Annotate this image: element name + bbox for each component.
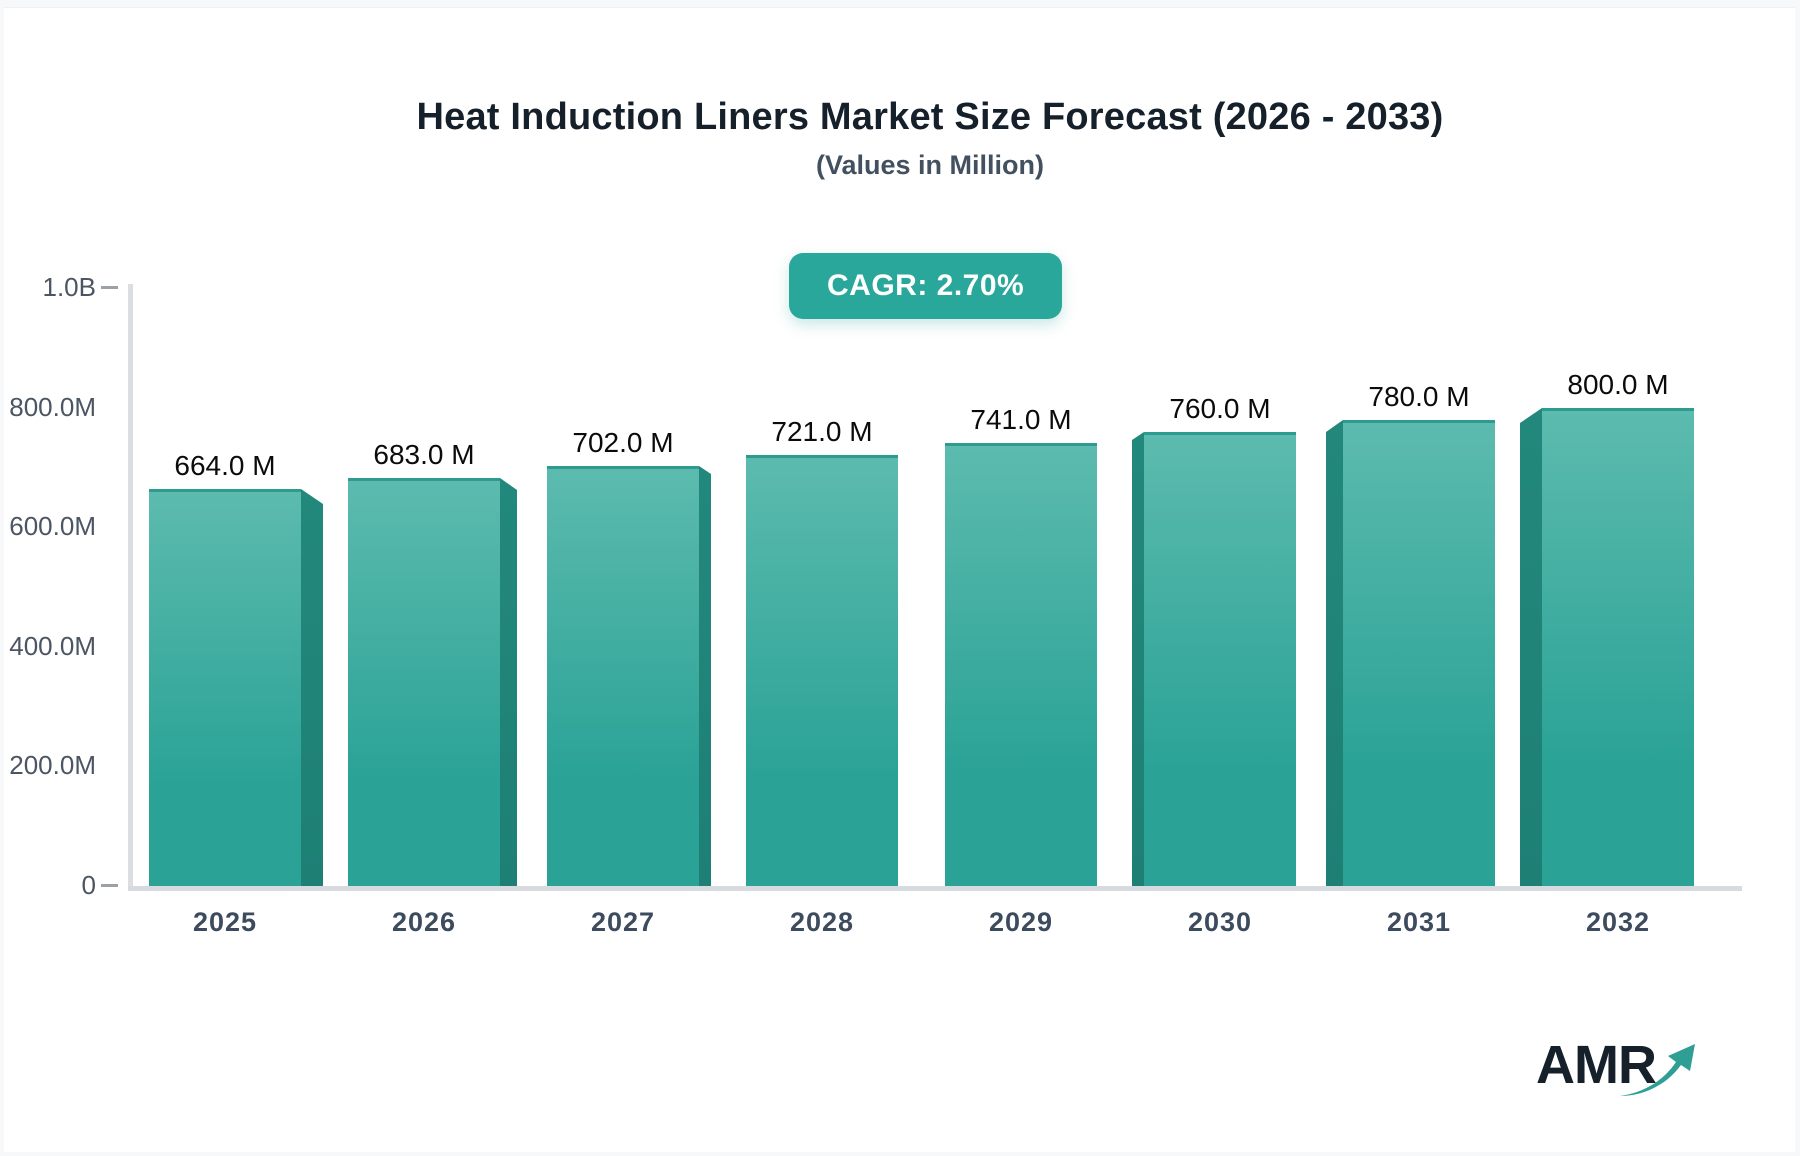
frame-strip-bottom xyxy=(0,1152,1800,1156)
frame-strip-right xyxy=(1795,0,1800,1156)
bar-side-2032 xyxy=(1520,408,1542,886)
bar-2029 xyxy=(945,443,1097,886)
bar-2030 xyxy=(1144,432,1296,886)
y-axis-line xyxy=(128,284,133,891)
y-tick-label: 400.0M xyxy=(9,630,96,661)
bar-value-label: 760.0 M xyxy=(1169,393,1271,424)
trend-arrow-icon xyxy=(1620,1044,1695,1096)
x-tick-label: 2029 xyxy=(988,907,1054,937)
bar-value-label: 721.0 M xyxy=(771,416,873,447)
y-tick-label: 200.0M xyxy=(9,750,96,781)
x-tick-label: 2028 xyxy=(789,907,855,937)
bar-side-2030 xyxy=(1132,432,1144,886)
y-tick-label: 800.0M xyxy=(9,391,96,422)
bar-value-label: 683.0 M xyxy=(373,439,475,470)
bar-2032 xyxy=(1542,408,1694,886)
bar-2025 xyxy=(149,489,301,886)
x-tick-label: 2027 xyxy=(590,907,656,937)
bar-value-label: 702.0 M xyxy=(572,427,674,458)
y-tick-label: 600.0M xyxy=(9,511,96,542)
amr-logo: AMR xyxy=(1536,1036,1706,1106)
bar-2027 xyxy=(547,466,699,886)
x-tick-label: 2031 xyxy=(1386,907,1452,937)
frame-strip-top xyxy=(0,0,1800,8)
bar-side-2026 xyxy=(500,478,517,886)
chart-subtitle: (Values in Million) xyxy=(815,150,1045,180)
y-tick-dash xyxy=(101,286,118,289)
bar-side-2031 xyxy=(1326,420,1343,886)
x-tick-label: 2025 xyxy=(192,907,258,937)
bar-2028 xyxy=(746,455,898,886)
x-tick-label: 2032 xyxy=(1585,907,1651,937)
bar-value-label: 741.0 M xyxy=(970,404,1072,435)
x-tick-label: 2030 xyxy=(1187,907,1253,937)
amr-logo-text: AMR xyxy=(1536,1035,1657,1095)
bar-value-label: 664.0 M xyxy=(174,450,276,481)
chart-title: Heat Induction Liners Market Size Foreca… xyxy=(416,96,1444,138)
bar-2031 xyxy=(1343,420,1495,886)
cagr-badge: CAGR: 2.70% xyxy=(789,253,1063,319)
bar-side-2027 xyxy=(699,466,711,886)
y-tick-label: 1.0B xyxy=(42,272,97,302)
y-tick-label: 0 xyxy=(81,870,96,900)
y-tick-dash xyxy=(101,884,118,887)
frame-strip-left xyxy=(0,0,4,1156)
bar-value-label: 780.0 M xyxy=(1368,381,1470,412)
bar-value-label: 800.0 M xyxy=(1567,369,1669,400)
x-axis-line xyxy=(128,886,1742,891)
bar-side-2025 xyxy=(301,489,323,886)
x-tick-label: 2026 xyxy=(391,907,457,937)
bar-2026 xyxy=(348,478,500,886)
